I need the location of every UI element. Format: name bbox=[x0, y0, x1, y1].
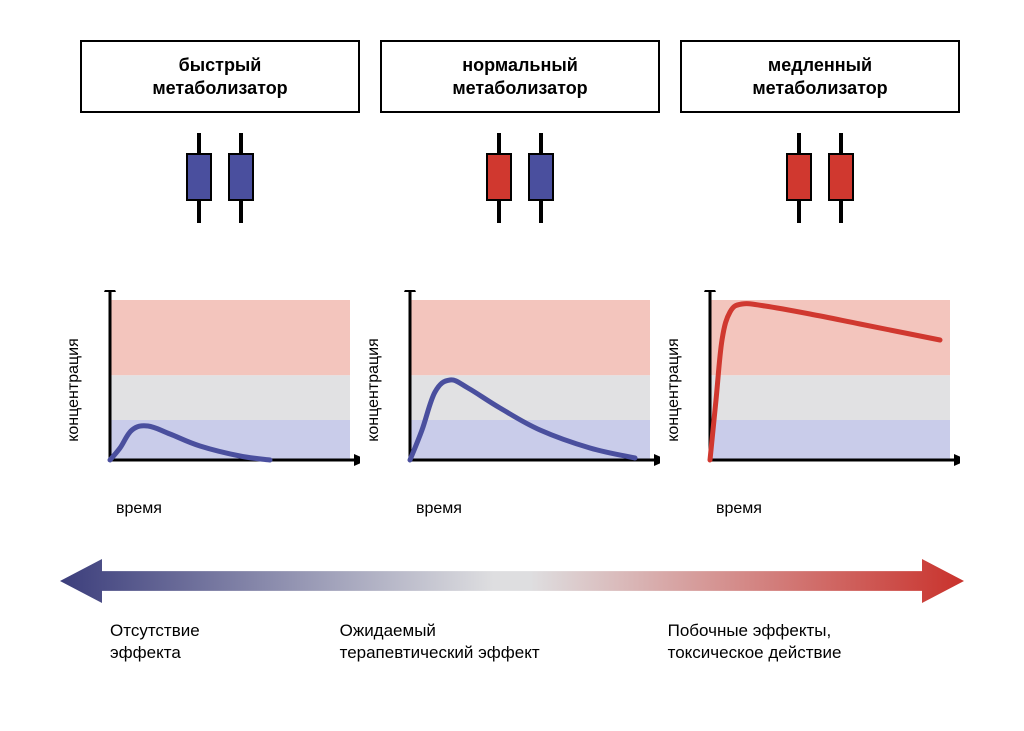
y-axis-label: концентрация bbox=[65, 338, 83, 442]
allele-box bbox=[828, 153, 854, 201]
panel-title: быстрый метаболизатор bbox=[80, 40, 360, 113]
diagram-root: быстрый метаболизаторконцентрациявремяно… bbox=[0, 0, 1024, 731]
allele bbox=[823, 133, 859, 223]
band-low bbox=[710, 420, 950, 460]
allele bbox=[781, 133, 817, 223]
x-axis-arrow-icon bbox=[354, 454, 360, 466]
band-high bbox=[710, 300, 950, 375]
metabolizer-panel: медленный метаболизатор bbox=[680, 40, 960, 223]
allele-box bbox=[528, 153, 554, 201]
double-arrow-icon bbox=[60, 559, 964, 603]
chart-svg bbox=[80, 290, 360, 480]
legend-item: Отсутствие эффекта bbox=[110, 620, 340, 664]
concentration-chart: концентрациявремя bbox=[380, 290, 660, 490]
metabolizer-panel: нормальный метаболизатор bbox=[380, 40, 660, 223]
panel-title: нормальный метаболизатор bbox=[380, 40, 660, 113]
concentration-chart: концентрациявремя bbox=[80, 290, 360, 490]
allele bbox=[481, 133, 517, 223]
band-high bbox=[110, 300, 350, 375]
allele-box bbox=[186, 153, 212, 201]
legend-item: Побочные эффекты, токсическое действие bbox=[668, 620, 930, 664]
chart-svg bbox=[380, 290, 660, 480]
legend-item: Ожидаемый терапевтический эффект bbox=[340, 620, 668, 664]
x-axis-label: время bbox=[416, 500, 462, 518]
allele bbox=[523, 133, 559, 223]
allele-pair bbox=[775, 133, 865, 223]
allele bbox=[223, 133, 259, 223]
allele-pair bbox=[475, 133, 565, 223]
allele-pair bbox=[175, 133, 265, 223]
x-axis-arrow-icon bbox=[954, 454, 960, 466]
band-mid bbox=[110, 375, 350, 420]
y-axis-arrow-icon bbox=[704, 290, 716, 292]
effect-gradient-arrow bbox=[60, 555, 964, 612]
band-high bbox=[410, 300, 650, 375]
allele-box bbox=[786, 153, 812, 201]
y-axis-label: концентрация bbox=[665, 338, 683, 442]
allele-box bbox=[228, 153, 254, 201]
x-axis-label: время bbox=[116, 500, 162, 518]
chart-svg bbox=[680, 290, 960, 480]
y-axis-arrow-icon bbox=[404, 290, 416, 292]
panel-title: медленный метаболизатор bbox=[680, 40, 960, 113]
y-axis-label: концентрация bbox=[365, 338, 383, 442]
x-axis-label: время bbox=[716, 500, 762, 518]
metabolizer-panel: быстрый метаболизатор bbox=[80, 40, 360, 223]
concentration-chart: концентрациявремя bbox=[680, 290, 960, 490]
y-axis-arrow-icon bbox=[104, 290, 116, 292]
band-mid bbox=[710, 375, 950, 420]
allele bbox=[181, 133, 217, 223]
allele-box bbox=[486, 153, 512, 201]
x-axis-arrow-icon bbox=[654, 454, 660, 466]
